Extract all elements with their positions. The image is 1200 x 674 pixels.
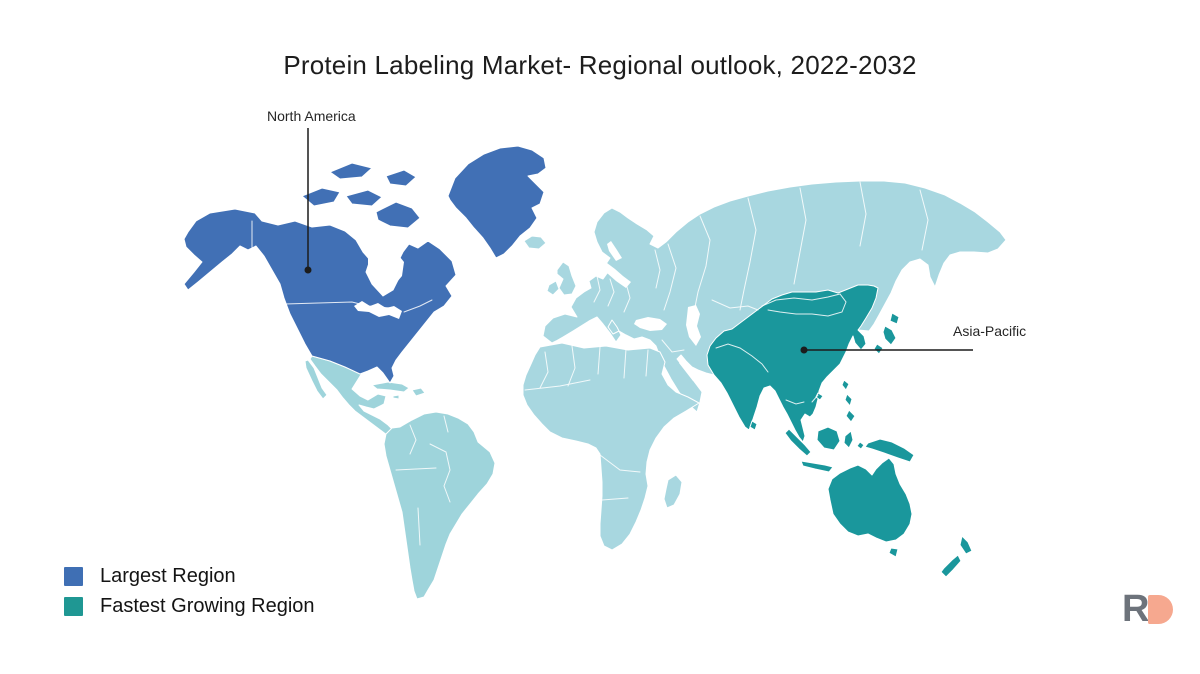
island-baffin <box>375 201 421 229</box>
landmass-mexico-central-america <box>309 355 400 442</box>
island-new-zealand-north <box>959 535 973 555</box>
hudson-bay <box>368 250 404 294</box>
country-borders <box>251 181 929 546</box>
arctic-island <box>345 189 383 207</box>
legend-swatch-largest <box>64 566 83 586</box>
island-hispaniola <box>411 387 426 397</box>
black-sea <box>634 317 667 331</box>
legend-label-largest: Largest Region <box>100 564 236 587</box>
island-sulawesi <box>843 430 854 449</box>
page-title: Protein Labeling Market- Regional outloo… <box>283 50 917 80</box>
landmass-australia <box>827 457 913 543</box>
legend-swatch-fastest-growing <box>64 596 83 616</box>
landmass-africa <box>522 342 700 551</box>
island-java <box>800 460 834 473</box>
region-asia-pacific <box>706 284 973 578</box>
island-cuba <box>371 381 410 393</box>
persian-gulf <box>679 359 699 381</box>
legend: Largest Region Fastest Growing Region <box>64 561 315 621</box>
region-north-america <box>183 145 547 384</box>
island-kyushu <box>873 343 884 355</box>
asia-pacific-callout-dot <box>800 346 808 354</box>
island-sri-lanka <box>749 420 758 431</box>
peninsula-baja <box>304 359 328 400</box>
gulf-of-bothnia <box>607 241 622 261</box>
landmass-south-america <box>383 411 496 600</box>
landmass-north-america <box>183 208 457 384</box>
north-america-label: North America <box>267 108 356 124</box>
asia-pacific-label: Asia-Pacific <box>953 323 1027 339</box>
landmass-asia-pacific-mainland <box>706 284 879 443</box>
island-greenland <box>447 145 547 259</box>
island-honshu <box>882 325 897 346</box>
island-great-britain <box>556 261 577 296</box>
island-madagascar <box>663 474 683 509</box>
legend-item-fastest-growing: Fastest Growing Region <box>64 591 315 621</box>
island-ireland <box>546 280 560 296</box>
brand-logo: R <box>1122 588 1174 630</box>
arctic-island <box>385 169 417 187</box>
caspian-sea <box>686 305 701 346</box>
island-tasmania <box>888 547 899 558</box>
island-iceland <box>523 235 547 250</box>
island-moluccas <box>856 441 865 450</box>
logo-d-shape <box>1148 594 1174 624</box>
arctic-island <box>301 187 341 207</box>
island-taiwan <box>841 379 850 391</box>
island-sumatra <box>784 428 812 457</box>
callouts <box>304 128 973 354</box>
logo-letter-r: R <box>1122 588 1149 630</box>
arctic-island <box>329 162 373 180</box>
region-latin-america <box>304 355 496 600</box>
islands-philippines <box>844 393 853 407</box>
legend-label-fastest-growing: Fastest Growing Region <box>100 594 315 617</box>
north-america-callout-dot <box>304 266 312 274</box>
island-new-guinea <box>864 438 915 463</box>
legend-item-largest: Largest Region <box>64 561 315 591</box>
inland-seas <box>602 241 701 381</box>
island-jamaica <box>392 394 400 400</box>
islands-philippines <box>845 409 856 423</box>
island-new-zealand-south <box>940 554 962 578</box>
baltic-sea <box>602 263 631 288</box>
island-hokkaido <box>889 312 900 325</box>
island-borneo <box>816 426 841 451</box>
